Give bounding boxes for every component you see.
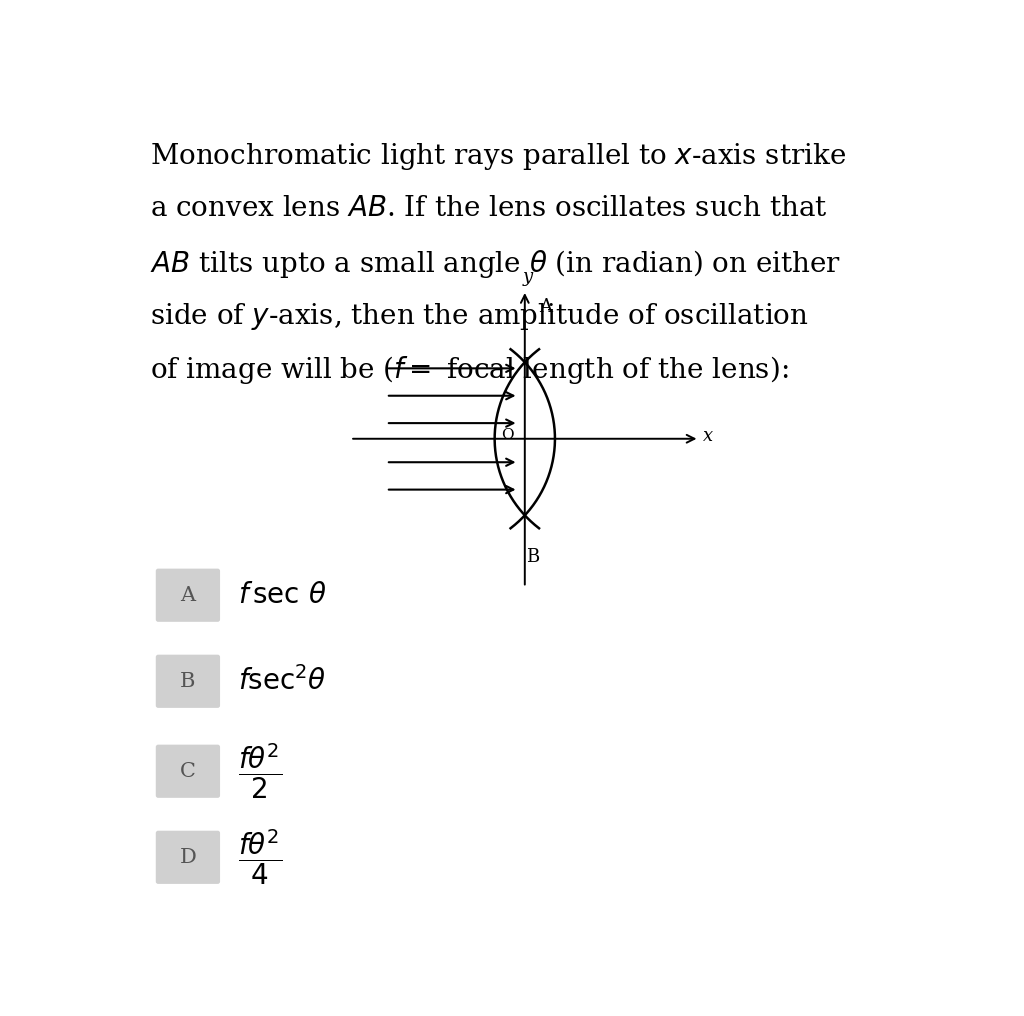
Text: B: B [526,549,540,566]
Text: Monochromatic light rays parallel to $x$-axis strike: Monochromatic light rays parallel to $x$… [151,141,847,173]
Text: $\dfrac{f\theta^{2}}{2}$: $\dfrac{f\theta^{2}}{2}$ [238,742,282,801]
Text: O: O [501,428,514,442]
Text: $f\sec^{2}\!\theta$: $f\sec^{2}\!\theta$ [238,666,326,696]
Text: D: D [179,847,197,867]
Text: side of $y$-axis, then the amplitude of oscillation: side of $y$-axis, then the amplitude of … [151,301,809,332]
Text: of image will be ($f=$ focal length of the lens):: of image will be ($f=$ focal length of t… [151,355,788,386]
Text: x: x [703,427,714,445]
Text: $AB$ tilts upto a small angle $\theta$ (in radian) on either: $AB$ tilts upto a small angle $\theta$ (… [151,248,842,279]
Text: B: B [180,672,196,691]
FancyBboxPatch shape [156,569,220,622]
Text: a convex lens $AB$. If the lens oscillates such that: a convex lens $AB$. If the lens oscillat… [151,195,827,221]
Text: A: A [539,298,552,316]
Text: y: y [523,268,534,287]
FancyBboxPatch shape [156,654,220,708]
FancyBboxPatch shape [156,745,220,798]
Text: C: C [180,762,196,780]
Text: $\dfrac{f\theta^{2}}{4}$: $\dfrac{f\theta^{2}}{4}$ [238,827,282,887]
Text: $f\,\sec\,\theta$: $f\,\sec\,\theta$ [238,582,326,609]
Text: A: A [180,585,196,605]
FancyBboxPatch shape [156,831,220,884]
